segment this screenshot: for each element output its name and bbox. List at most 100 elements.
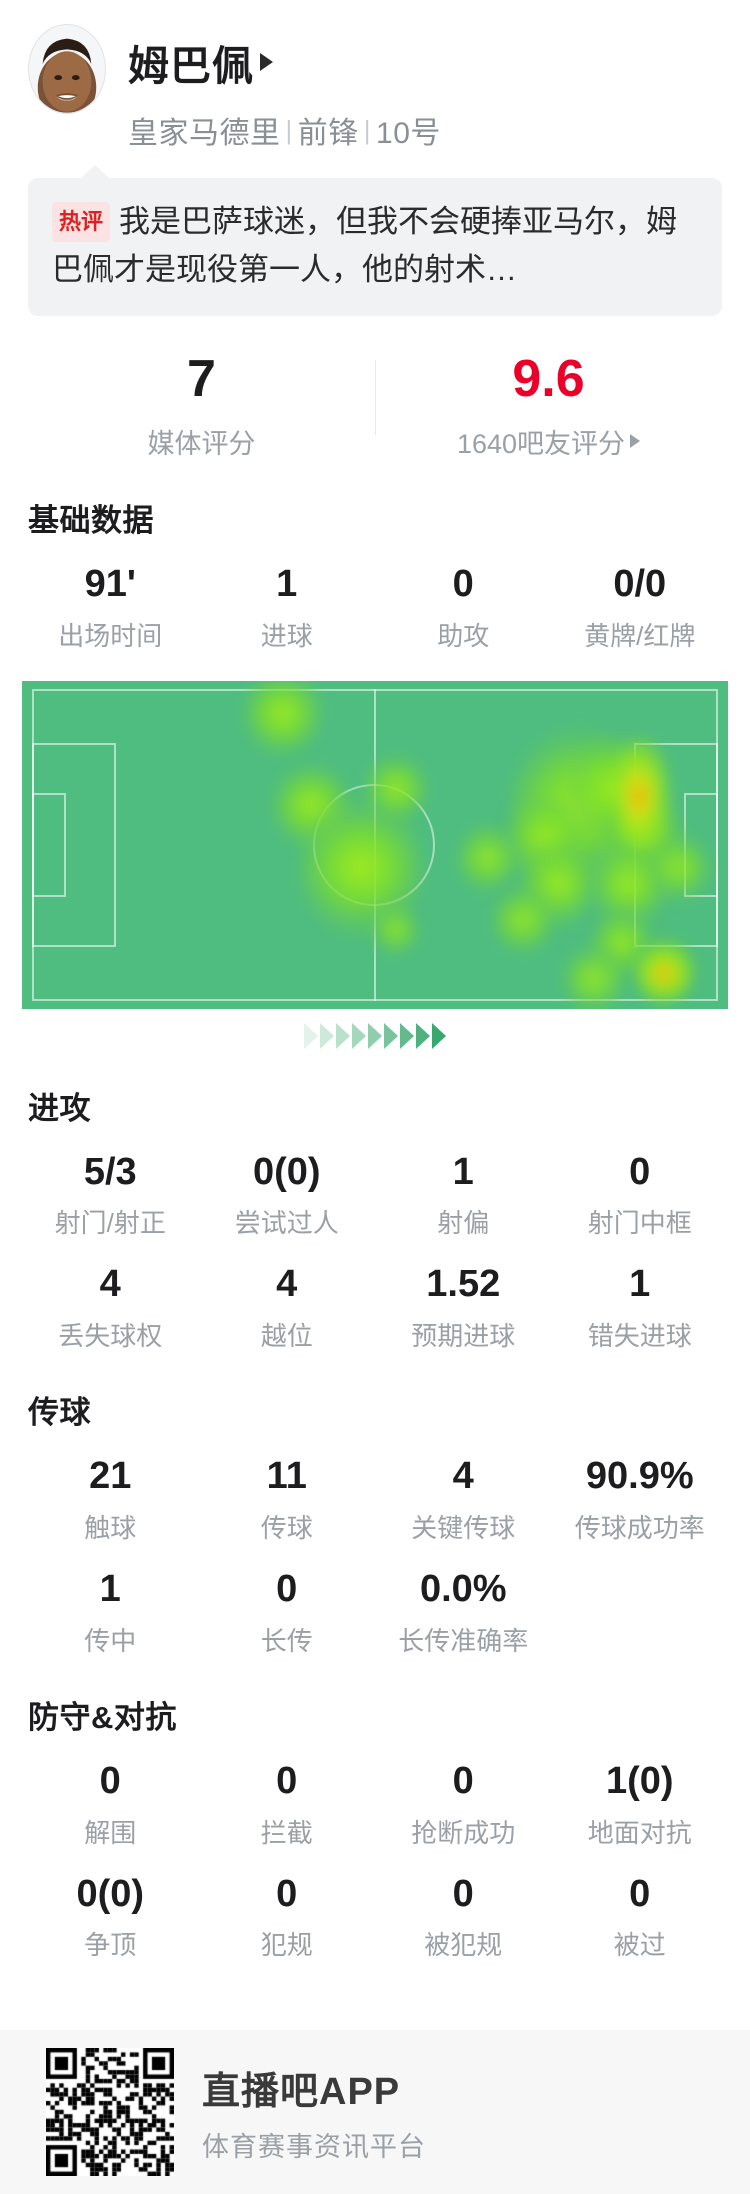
- stat-xg: 1.52 预期进球: [375, 1264, 552, 1353]
- hot-comment[interactable]: 热评 我是巴萨球迷，但我不会硬捧亚马尔，姆巴佩才是现役第一人，他的射术…: [28, 165, 722, 317]
- meta-separator-2: |: [363, 114, 372, 145]
- stat-label: 传中: [84, 1625, 137, 1656]
- stat-row-passing-1: 21 触球 11 传球 4 关键传球 90.9% 传球成功率: [0, 1455, 750, 1545]
- heatmap-blob: [244, 680, 323, 759]
- caret-right-icon: [260, 53, 273, 71]
- stat-offsides: 4 越位: [199, 1264, 376, 1353]
- footer-app-tagline: 体育赛事资讯平台: [202, 2132, 426, 2162]
- fans-rating-value: 9.6: [512, 350, 585, 409]
- fans-rating-label: 1640吧友评分: [456, 428, 626, 459]
- footer-text: 直播吧APP 体育赛事资讯平台: [202, 2060, 426, 2164]
- stat-label: 解围: [84, 1817, 137, 1848]
- media-rating-value: 7: [187, 350, 216, 409]
- heatmap-section: [22, 680, 728, 1049]
- stat-value: 4: [99, 1263, 121, 1306]
- player-avatar-icon: [29, 25, 105, 113]
- player-meta: 皇家马德里 | 前锋 | 10号: [128, 108, 441, 152]
- player-header: 姆巴佩 皇家马德里 | 前锋 | 10号: [0, 0, 750, 152]
- stat-key-passes: 4 关键传球: [375, 1455, 552, 1545]
- stat-goals: 1 进球: [199, 562, 376, 653]
- stat-label: 射门中框: [587, 1208, 692, 1239]
- stat-label: 助攻: [437, 620, 490, 651]
- stat-value: 4: [276, 1263, 298, 1306]
- attack-direction-chevrons: [22, 1022, 728, 1049]
- comment-bubble-arrow: [80, 165, 110, 179]
- ratings-row: 7 媒体评分 9.6 1640吧友评分: [0, 350, 750, 461]
- app-footer: 直播吧APP 体育赛事资讯平台: [0, 2030, 750, 2194]
- chevron-right-icon: [432, 1022, 446, 1049]
- player-name-row[interactable]: 姆巴佩: [128, 32, 441, 92]
- stat-long-balls: 0 长传: [199, 1568, 376, 1658]
- section-title-basic: 基础数据: [28, 502, 154, 538]
- heatmap-hotspot: [612, 735, 672, 846]
- qr-code-icon[interactable]: [46, 2048, 174, 2176]
- stat-row-basic-1: 91' 出场时间 1 进球 0 助攻 0/0 黄牌/红牌: [0, 562, 750, 653]
- stat-shots-off-target: 1 射偏: [375, 1150, 552, 1241]
- chevron-right-icon: [368, 1022, 382, 1049]
- stat-long-ball-accuracy: 0.0% 长传准确率: [375, 1568, 552, 1658]
- section-title-defence: 防守&对抗: [28, 1699, 177, 1735]
- stat-row-passing-2: 1 传中 0 长传 0.0% 长传准确率: [0, 1568, 750, 1658]
- stat-label: 被犯规: [424, 1930, 503, 1961]
- footer-app-name: 直播吧APP: [202, 2071, 401, 2113]
- stat-fouled: 0 被犯规: [375, 1873, 552, 1963]
- stat-label: 触球: [84, 1513, 137, 1544]
- chevron-right-icon: [400, 1022, 414, 1049]
- stat-value: 0: [276, 1872, 298, 1915]
- hot-comment-box[interactable]: 热评 我是巴萨球迷，但我不会硬捧亚马尔，姆巴佩才是现役第一人，他的射术…: [28, 178, 722, 317]
- stat-row-attack-1: 5/3 射门/射正 0(0) 尝试过人 1 射偏 0 射门中框: [0, 1150, 750, 1241]
- stat-value: 1: [452, 1150, 474, 1193]
- heatmap-blob: [647, 831, 710, 904]
- chevron-right-icon: [336, 1022, 350, 1049]
- stat-row-attack-2: 4 丢失球权 4 越位 1.52 预期进球 1 错失进球: [0, 1264, 750, 1353]
- stat-big-chance-missed: 1 错失进球: [552, 1264, 729, 1353]
- stat-label: 被过: [613, 1930, 666, 1961]
- stat-aerial-duels: 0(0) 争顶: [22, 1872, 199, 1963]
- stat-value: 0: [629, 1150, 651, 1193]
- stat-label: 传球: [260, 1513, 313, 1544]
- player-identity: 姆巴佩 皇家马德里 | 前锋 | 10号: [128, 24, 441, 152]
- section-title-passing: 传球: [28, 1395, 91, 1431]
- stat-interceptions: 0 拦截: [199, 1759, 376, 1850]
- player-team: 皇家马德里: [128, 117, 281, 150]
- stat-label: 犯规: [260, 1930, 313, 1961]
- stat-value: 5/3: [83, 1150, 137, 1193]
- stat-passes: 11 传球: [199, 1455, 376, 1545]
- stat-ground-duels: 1(0) 地面对抗: [552, 1760, 729, 1850]
- stat-tackles-won: 0 抢断成功: [375, 1760, 552, 1850]
- stat-label: 传球成功率: [574, 1513, 705, 1544]
- stat-label: 出场时间: [58, 620, 163, 651]
- stat-label: 进球: [260, 620, 313, 651]
- avatar[interactable]: [28, 24, 106, 114]
- stat-value: 1: [276, 562, 298, 605]
- hot-comment-badge: 热评: [52, 202, 111, 243]
- stat-label: 射偏: [437, 1208, 490, 1239]
- fans-rating-label-wrap[interactable]: 1640吧友评分: [456, 422, 641, 461]
- stat-value: 1.52: [426, 1263, 501, 1306]
- stat-label: 错失进球: [587, 1321, 692, 1352]
- heatmap-blob: [456, 822, 520, 894]
- caret-right-icon: [630, 434, 641, 449]
- stat-value: 91': [84, 562, 136, 605]
- pitch-heatmap[interactable]: [22, 680, 728, 1009]
- stat-value: 0/0: [613, 562, 667, 605]
- stat-value: 0: [276, 1759, 298, 1802]
- stat-value: 0: [629, 1872, 651, 1915]
- fans-rating-cell[interactable]: 9.6 1640吧友评分: [375, 350, 722, 461]
- stat-value: 0.0%: [419, 1568, 507, 1611]
- chevron-right-icon: [416, 1022, 430, 1049]
- stat-label: 长传准确率: [398, 1625, 529, 1656]
- stat-row-defence-1: 0 解围 0 拦截 0 抢断成功 1(0) 地面对抗: [0, 1759, 750, 1850]
- stat-touches: 21 触球: [22, 1455, 199, 1545]
- stat-label: 黄牌/红牌: [584, 620, 696, 651]
- stat-clearances: 0 解围: [22, 1759, 199, 1850]
- stat-assists: 0 助攻: [375, 563, 552, 653]
- stat-label: 射门/射正: [54, 1208, 166, 1239]
- stat-value: 0(0): [76, 1872, 145, 1915]
- stat-value: 0: [99, 1759, 121, 1802]
- stat-label: 尝试过人: [234, 1208, 339, 1239]
- stat-crosses: 1 传中: [22, 1568, 199, 1658]
- stat-minutes: 91' 出场时间: [22, 562, 199, 653]
- stat-value: 1: [629, 1263, 651, 1306]
- stat-label: 丢失球权: [58, 1321, 163, 1352]
